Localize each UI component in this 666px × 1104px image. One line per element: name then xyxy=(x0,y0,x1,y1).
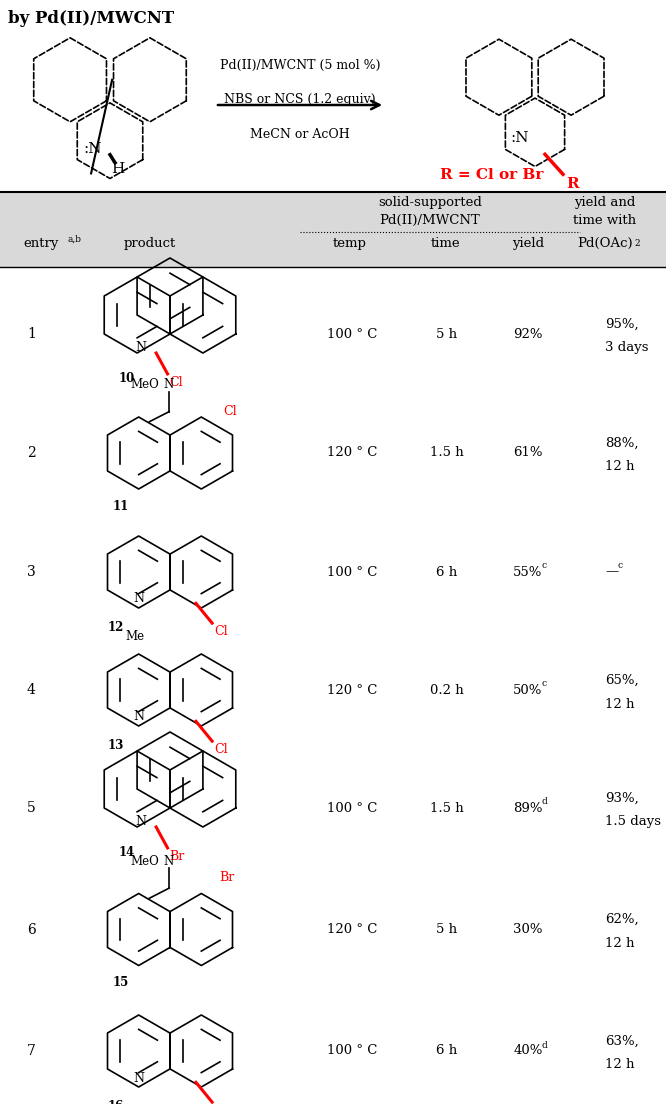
Text: by Pd(II)/MWCNT: by Pd(II)/MWCNT xyxy=(8,10,174,26)
Text: 92%: 92% xyxy=(513,328,543,340)
Text: 2: 2 xyxy=(634,238,639,248)
Text: 5 h: 5 h xyxy=(436,328,458,340)
Text: 6 h: 6 h xyxy=(436,565,458,578)
Text: 120 ° C: 120 ° C xyxy=(327,683,377,697)
Text: 7: 7 xyxy=(27,1044,36,1058)
Text: 1: 1 xyxy=(27,327,36,341)
Text: product: product xyxy=(124,237,176,250)
Text: 30%: 30% xyxy=(513,923,543,936)
Text: 100 ° C: 100 ° C xyxy=(327,565,377,578)
Text: N: N xyxy=(133,711,144,723)
Text: N: N xyxy=(133,593,144,605)
Text: Br: Br xyxy=(219,871,234,884)
Text: 12 h: 12 h xyxy=(605,937,635,951)
Bar xyxy=(0,192,666,267)
Text: 16: 16 xyxy=(108,1100,125,1104)
Text: 6 h: 6 h xyxy=(436,1044,458,1058)
Text: N: N xyxy=(163,378,173,391)
Text: time with: time with xyxy=(573,214,637,227)
Text: 6: 6 xyxy=(27,923,36,936)
Text: —: — xyxy=(605,565,618,578)
Text: 100 ° C: 100 ° C xyxy=(327,328,377,340)
Text: Pd(OAc): Pd(OAc) xyxy=(577,237,633,250)
Text: H: H xyxy=(111,161,125,176)
Text: Cl: Cl xyxy=(223,405,236,418)
Text: 65%,: 65%, xyxy=(605,673,639,687)
Text: 13: 13 xyxy=(108,739,125,752)
Text: 10: 10 xyxy=(119,372,135,385)
Text: Pd(II)/MWCNT (5 mol %): Pd(II)/MWCNT (5 mol %) xyxy=(220,59,380,72)
Text: :N: :N xyxy=(83,141,102,156)
Text: c: c xyxy=(617,562,622,571)
Text: 120 ° C: 120 ° C xyxy=(327,446,377,459)
Text: 3 days: 3 days xyxy=(605,341,649,354)
Text: NBS or NCS (1.2 equiv): NBS or NCS (1.2 equiv) xyxy=(224,94,376,106)
Text: MeO: MeO xyxy=(131,378,159,391)
Text: 93%,: 93%, xyxy=(605,792,639,805)
Text: N: N xyxy=(133,1072,144,1084)
Text: 14: 14 xyxy=(119,846,135,859)
Text: 1.5 h: 1.5 h xyxy=(430,802,464,815)
Text: MeO: MeO xyxy=(131,854,159,868)
Text: temp: temp xyxy=(333,237,367,250)
Text: MeCN or AcOH: MeCN or AcOH xyxy=(250,128,350,141)
Text: R: R xyxy=(566,178,579,191)
Text: R = Cl or Br: R = Cl or Br xyxy=(440,168,543,182)
Text: 15: 15 xyxy=(113,976,129,989)
Text: 1.5 h: 1.5 h xyxy=(430,446,464,459)
Text: 62%,: 62%, xyxy=(605,913,639,926)
Text: 95%,: 95%, xyxy=(605,318,639,330)
Text: yield and: yield and xyxy=(574,197,635,209)
Text: Cl: Cl xyxy=(214,743,228,756)
Text: :N: :N xyxy=(511,131,529,146)
Text: 61%: 61% xyxy=(513,446,543,459)
Text: 12 h: 12 h xyxy=(605,1059,635,1072)
Text: 12: 12 xyxy=(108,622,125,634)
Text: 1.5 days: 1.5 days xyxy=(605,816,661,828)
Text: d: d xyxy=(541,797,547,807)
Text: 12 h: 12 h xyxy=(605,698,635,711)
Text: 5: 5 xyxy=(27,802,36,815)
Text: 89%: 89% xyxy=(513,802,543,815)
Text: yield: yield xyxy=(512,237,544,250)
Text: 2: 2 xyxy=(27,446,36,460)
Text: Br: Br xyxy=(170,850,184,863)
Text: Cl: Cl xyxy=(170,375,183,389)
Text: 50%: 50% xyxy=(513,683,543,697)
Text: solid-supported: solid-supported xyxy=(378,197,482,209)
Text: 0.2 h: 0.2 h xyxy=(430,683,464,697)
Text: Pd(II)/MWCNT: Pd(II)/MWCNT xyxy=(380,214,480,227)
Text: 40%: 40% xyxy=(513,1044,543,1058)
Text: 63%,: 63%, xyxy=(605,1034,639,1048)
Text: N: N xyxy=(163,854,173,868)
Text: time: time xyxy=(430,237,460,250)
Text: Me: Me xyxy=(125,630,145,644)
Text: 100 ° C: 100 ° C xyxy=(327,1044,377,1058)
Text: 55%: 55% xyxy=(513,565,543,578)
Text: 5 h: 5 h xyxy=(436,923,458,936)
Text: d: d xyxy=(541,1040,547,1050)
Text: Cl: Cl xyxy=(214,625,228,638)
Text: N: N xyxy=(135,815,147,828)
Text: a,b: a,b xyxy=(68,235,82,244)
Text: N: N xyxy=(135,341,147,353)
Text: 120 ° C: 120 ° C xyxy=(327,923,377,936)
Text: 11: 11 xyxy=(113,500,129,512)
Text: c: c xyxy=(541,562,547,571)
Text: 88%,: 88%, xyxy=(605,436,639,449)
Text: 3: 3 xyxy=(27,565,36,578)
Text: c: c xyxy=(541,679,547,689)
Text: 4: 4 xyxy=(27,683,36,697)
Text: entry: entry xyxy=(23,237,59,250)
Text: 12 h: 12 h xyxy=(605,460,635,474)
Text: 100 ° C: 100 ° C xyxy=(327,802,377,815)
